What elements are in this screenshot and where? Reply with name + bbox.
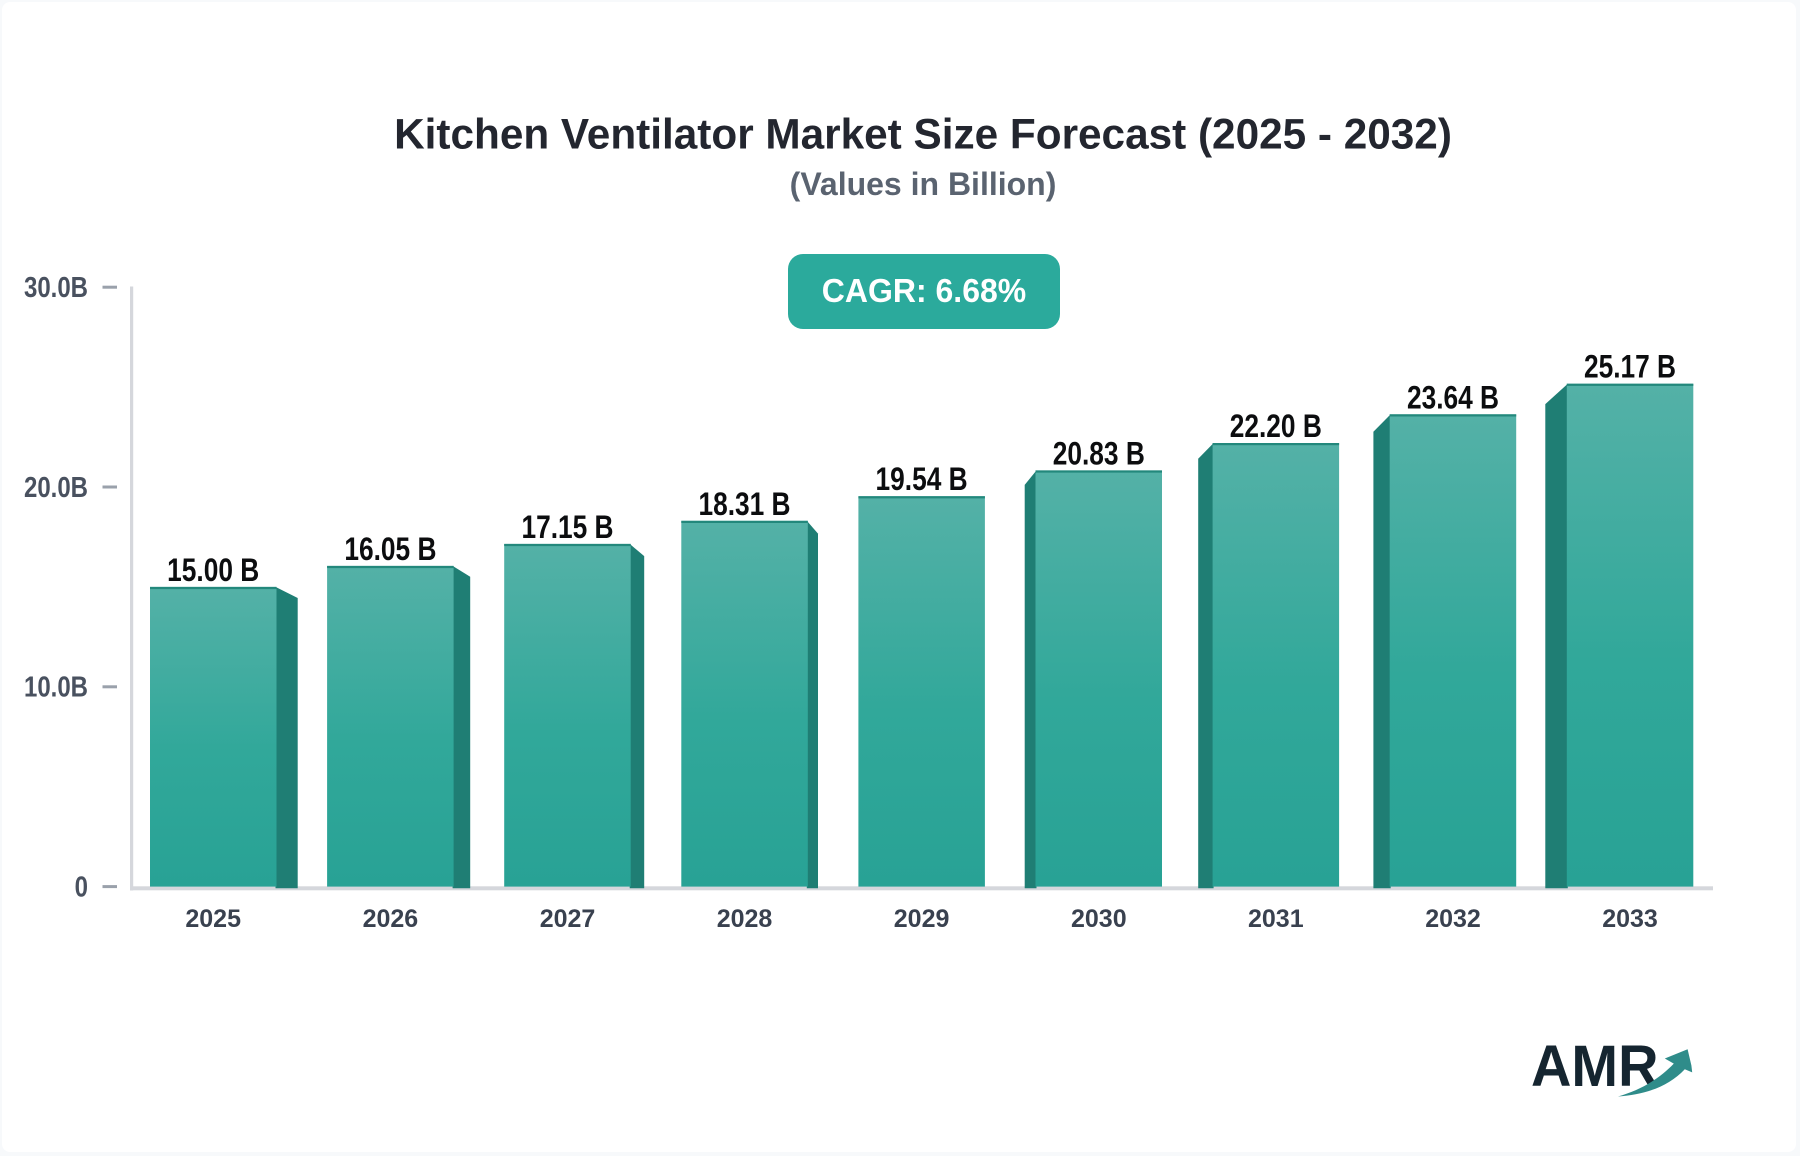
svg-text:2032: 2032 [1425, 905, 1481, 933]
svg-text:(Values in Billion): (Values in Billion) [790, 166, 1057, 202]
svg-text:30.0B: 30.0B [24, 271, 88, 303]
svg-text:16.05 B: 16.05 B [344, 531, 436, 567]
svg-text:18.31 B: 18.31 B [698, 486, 790, 522]
svg-text:10.0B: 10.0B [24, 671, 88, 703]
svg-text:0: 0 [75, 871, 88, 903]
svg-text:25.17 B: 25.17 B [1584, 349, 1676, 385]
svg-text:15.00 B: 15.00 B [167, 552, 259, 588]
svg-text:2031: 2031 [1248, 905, 1304, 933]
svg-text:2028: 2028 [717, 905, 773, 933]
svg-text:17.15 B: 17.15 B [521, 509, 613, 545]
svg-text:Kitchen Ventilator Market Size: Kitchen Ventilator Market Size Forecast … [394, 111, 1452, 158]
svg-text:19.54 B: 19.54 B [876, 462, 968, 498]
svg-text:2029: 2029 [894, 905, 950, 933]
svg-text:2025: 2025 [185, 905, 241, 933]
svg-text:2027: 2027 [540, 905, 596, 933]
svg-text:2030: 2030 [1071, 905, 1127, 933]
svg-text:2026: 2026 [363, 905, 419, 933]
svg-text:CAGR: 6.68%: CAGR: 6.68% [822, 271, 1026, 309]
svg-text:22.20 B: 22.20 B [1230, 409, 1322, 445]
svg-text:2033: 2033 [1602, 905, 1658, 933]
svg-text:23.64 B: 23.64 B [1407, 380, 1499, 416]
svg-text:20.83 B: 20.83 B [1053, 436, 1145, 472]
svg-text:AMR: AMR [1531, 1034, 1659, 1100]
svg-text:20.0B: 20.0B [24, 471, 88, 503]
